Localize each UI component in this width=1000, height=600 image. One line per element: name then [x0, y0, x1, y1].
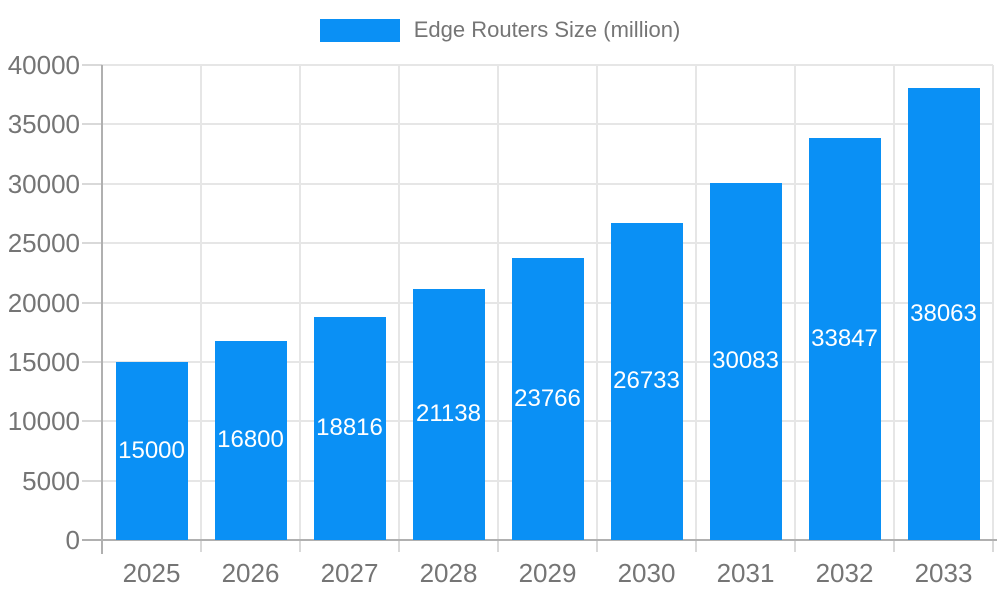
bar-2033[interactable]: [907, 88, 980, 540]
x-axis-tick: [794, 540, 796, 552]
bar-2029[interactable]: [511, 257, 584, 540]
gridline-horizontal: [102, 123, 993, 126]
x-axis-tick: [992, 540, 994, 552]
bar-2030[interactable]: [610, 222, 683, 540]
y-axis-tick: [82, 479, 102, 482]
x-axis-tick: [398, 540, 400, 552]
gridline-vertical: [299, 65, 301, 540]
gridline-vertical: [794, 65, 796, 540]
gridline-vertical: [893, 65, 895, 540]
bar-value-label: 16800: [217, 426, 284, 454]
bar-value-label: 33847: [811, 325, 878, 353]
y-axis-tick: [82, 301, 102, 304]
bar-value-label: 26733: [613, 367, 680, 395]
y-axis-tick: [82, 182, 102, 185]
x-axis-tick: [299, 540, 301, 552]
y-axis-tick: [82, 242, 102, 245]
y-axis-tick-label: 15000: [7, 346, 80, 377]
bar-2032[interactable]: [808, 138, 881, 540]
x-axis-label: 2027: [320, 558, 379, 588]
y-axis-tick-label: 0: [65, 525, 80, 555]
bar-value-label: 21138: [416, 400, 481, 428]
x-axis-tick: [596, 540, 598, 552]
y-axis-tick-label: 20000: [7, 287, 80, 318]
bar-2031[interactable]: [709, 182, 782, 540]
gridline-vertical: [497, 65, 499, 540]
y-axis-tick: [82, 360, 102, 363]
chart-legend: Edge Routers Size (million): [0, 17, 1000, 43]
plot-area: 0 5000 10000 15000 20000 25000 30000 35000 40000…: [8, 52, 997, 587]
gridline-vertical: [992, 65, 994, 540]
y-axis-tick-label: 30000: [7, 168, 80, 199]
x-axis-label: 2030: [617, 558, 676, 588]
x-axis-tick: [893, 540, 895, 552]
y-axis-tick-label: 35000: [7, 109, 80, 140]
x-axis-label: 2029: [518, 558, 577, 588]
y-axis-line: [101, 65, 103, 554]
x-axis-tick: [200, 540, 202, 552]
bar-value-label: 15000: [118, 436, 185, 464]
bar-2025[interactable]: [115, 361, 188, 540]
bar-value-label: 30083: [712, 347, 779, 375]
legend-label: Edge Routers Size (million): [413, 17, 681, 42]
bar-value-label: 38063: [910, 300, 977, 327]
bar-2028[interactable]: [412, 288, 485, 540]
x-axis-label: 2026: [221, 558, 280, 588]
gridline-vertical: [695, 65, 697, 540]
y-axis-tick-label: 40000: [7, 50, 80, 80]
y-axis-tick-label: 5000: [22, 465, 80, 496]
y-axis-tick-label: 25000: [7, 228, 80, 259]
x-axis-tick: [497, 540, 499, 552]
gridline-vertical: [398, 65, 400, 540]
x-axis-label: 2033: [914, 558, 973, 588]
x-axis-label: 2032: [815, 558, 874, 588]
y-axis-tick: [82, 123, 102, 126]
gridline-vertical: [596, 65, 598, 540]
legend-swatch: [319, 18, 400, 42]
gridline-horizontal: [102, 242, 993, 245]
x-axis-line: [82, 539, 997, 541]
gridline-horizontal: [102, 64, 993, 66]
bar-value-label: 23766: [514, 384, 581, 412]
y-axis-tick-label: 10000: [7, 406, 80, 437]
bar-2027[interactable]: [313, 316, 386, 540]
bar-value-label: 18816: [316, 414, 383, 442]
bar-2026[interactable]: [214, 340, 287, 540]
x-axis-label: 2028: [419, 558, 478, 588]
y-axis-tick: [82, 420, 102, 423]
y-axis-tick: [82, 64, 102, 66]
gridline-vertical: [200, 65, 202, 540]
x-axis-label: 2031: [716, 558, 775, 588]
x-axis-label: 2025: [122, 558, 181, 588]
x-axis-tick: [695, 540, 697, 552]
gridline-horizontal: [102, 182, 993, 185]
